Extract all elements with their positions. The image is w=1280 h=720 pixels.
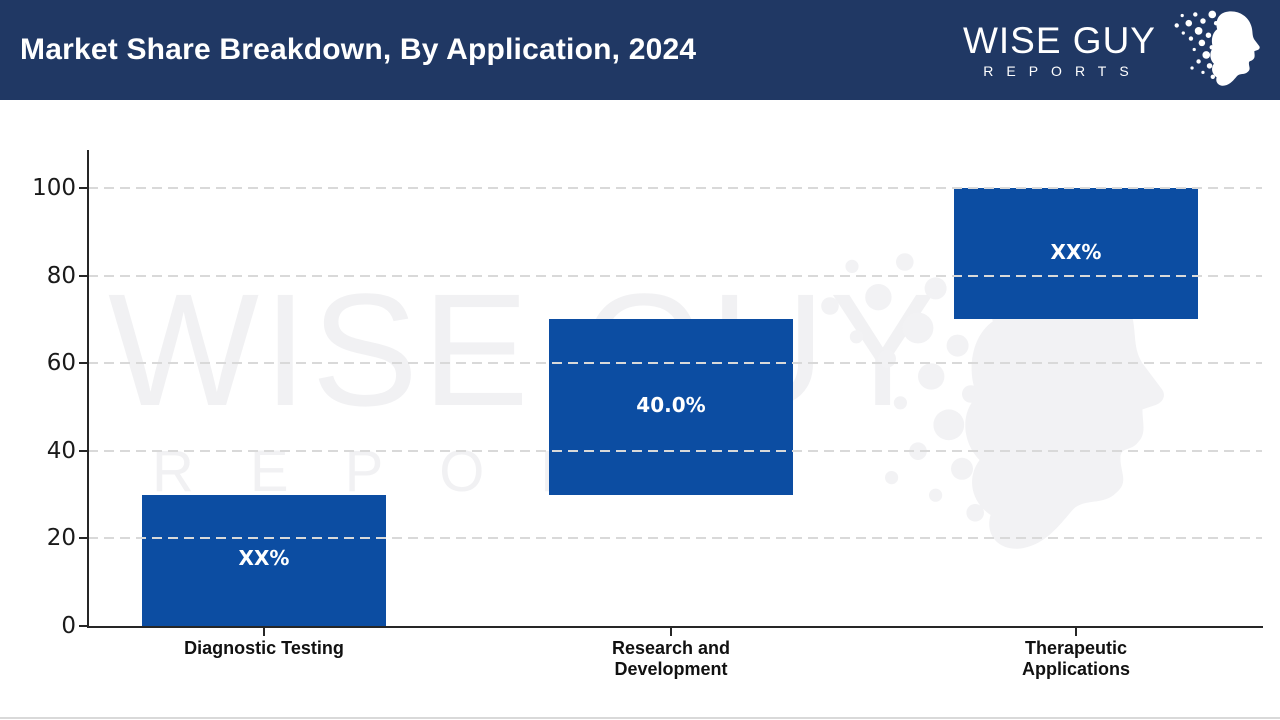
category-label: Diagnostic Testing bbox=[184, 638, 344, 658]
y-tick-mark bbox=[79, 274, 88, 277]
footer-divider bbox=[0, 717, 1280, 719]
y-tick-mark bbox=[79, 537, 88, 540]
y-tick-label: 60 bbox=[46, 350, 76, 377]
x-tick-mark bbox=[263, 628, 265, 636]
y-tick-mark bbox=[79, 449, 88, 452]
brand-subtitle: REPORTS bbox=[983, 63, 1142, 79]
y-tick-label: 40 bbox=[46, 437, 76, 464]
bar-segment bbox=[142, 494, 386, 626]
y-tick-mark bbox=[79, 625, 88, 627]
bar-value-label: 40.0% bbox=[636, 393, 706, 417]
y-gridline bbox=[88, 187, 1262, 189]
x-tick-mark bbox=[670, 628, 672, 636]
y-tick-mark bbox=[79, 362, 88, 365]
bar-segment bbox=[549, 319, 793, 495]
bar-value-label: XX% bbox=[1050, 239, 1102, 264]
y-tick-mark bbox=[79, 187, 88, 189]
brand-logo: WISE GUY REPORTS bbox=[963, 0, 1270, 100]
y-gridline bbox=[88, 537, 1262, 540]
y-tick-label: 80 bbox=[46, 262, 76, 289]
y-axis-line bbox=[87, 150, 89, 628]
bar-value-label: XX% bbox=[238, 546, 290, 571]
brand-name: WISE GUY bbox=[962, 20, 1156, 61]
y-tick-label: 0 bbox=[61, 613, 76, 639]
chart-title: Market Share Breakdown, By Application, … bbox=[20, 33, 697, 66]
category-label: Research and Development bbox=[611, 638, 731, 679]
brand-logo-text: WISE GUY REPORTS bbox=[962, 20, 1156, 80]
x-tick-mark bbox=[1075, 628, 1077, 636]
y-tick-label: 100 bbox=[32, 175, 76, 201]
x-axis-line bbox=[87, 626, 1263, 628]
header-bar: Market Share Breakdown, By Application, … bbox=[0, 0, 1280, 100]
y-tick-label: 20 bbox=[46, 525, 76, 552]
category-label: Therapeutic Applications bbox=[1021, 638, 1130, 679]
y-gridline bbox=[88, 449, 1262, 452]
y-gridline bbox=[88, 362, 1262, 365]
y-gridline bbox=[88, 274, 1262, 277]
